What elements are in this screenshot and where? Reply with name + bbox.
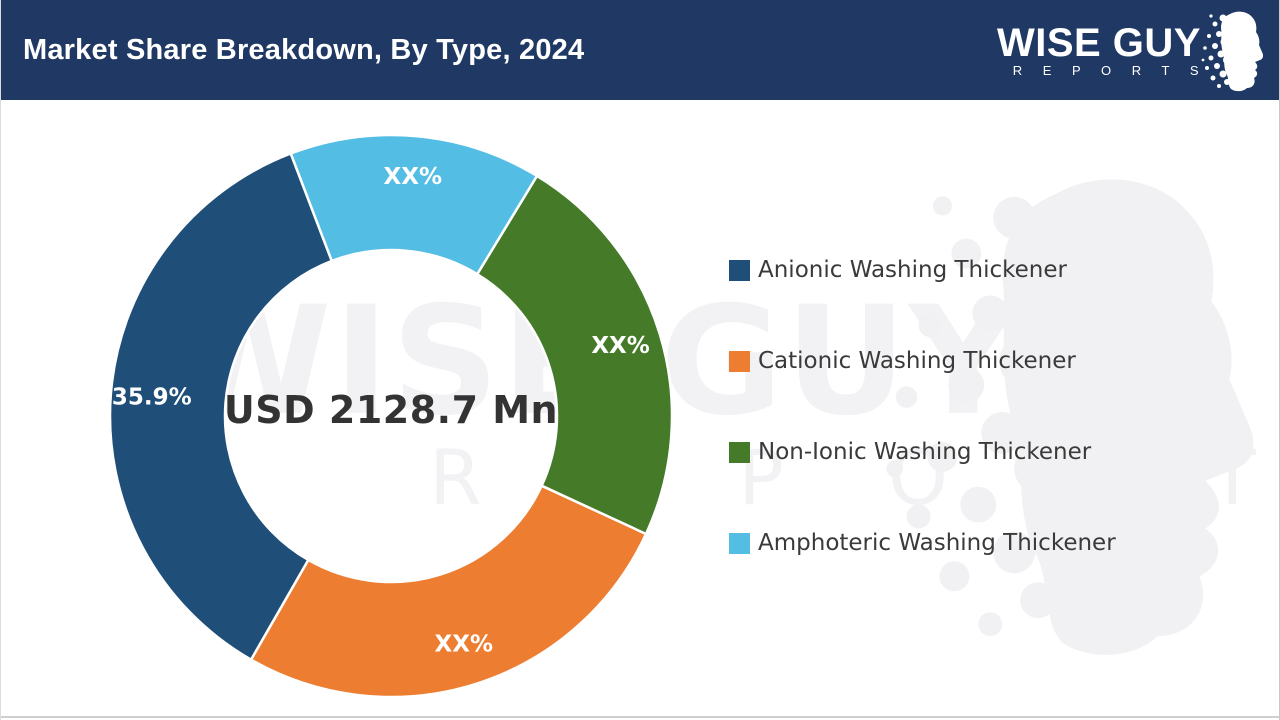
legend-item: Cationic Washing Thickener [729, 348, 1116, 374]
segment-label: XX% [435, 632, 494, 658]
legend-swatch [729, 259, 750, 281]
donut-segment [475, 174, 674, 536]
legend-label: Anionic Washing Thickener [758, 257, 1067, 283]
legend-item: Anionic Washing Thickener [729, 257, 1116, 283]
legend-label: Cationic Washing Thickener [758, 348, 1076, 374]
wiseguy-face-icon [1201, 11, 1263, 92]
bottom-divider [1, 716, 1279, 718]
segment-label: XX% [591, 333, 650, 359]
donut-segment [249, 484, 648, 699]
donut-segment [289, 133, 539, 276]
wiseguy-logo-tagline: R E P O R T S [1012, 63, 1207, 78]
wiseguy-logo-name: WISE GUY [996, 21, 1201, 65]
donut-chart: 35.9% XX% XX% XX% [108, 133, 674, 699]
header: Market Share Breakdown, By Type, 2024 WI… [1, 0, 1279, 100]
page-title: Market Share Breakdown, By Type, 2024 [23, 33, 585, 66]
legend-label: Non-Ionic Washing Thickener [758, 439, 1092, 465]
legend-item: Amphoteric Washing Thickener [729, 530, 1116, 556]
legend-swatch [729, 532, 750, 554]
legend-label: Amphoteric Washing Thickener [758, 530, 1116, 556]
legend: Anionic Washing Thickener Cationic Washin… [729, 257, 1116, 622]
segment-label: XX% [383, 164, 442, 190]
wiseguy-wordmark: WISE GUY R E P O R T S [996, 21, 1201, 79]
legend-swatch [729, 350, 750, 372]
donut-segment [108, 152, 334, 661]
wiseguy-logo: WISE GUY R E P O R T S [997, 0, 1269, 100]
donut-center-label: USD 2128.7 Mn [223, 388, 559, 432]
legend-item: Non-Ionic Washing Thickener [729, 439, 1116, 465]
segment-label: 35.9% [112, 384, 192, 410]
legend-swatch [729, 441, 750, 463]
